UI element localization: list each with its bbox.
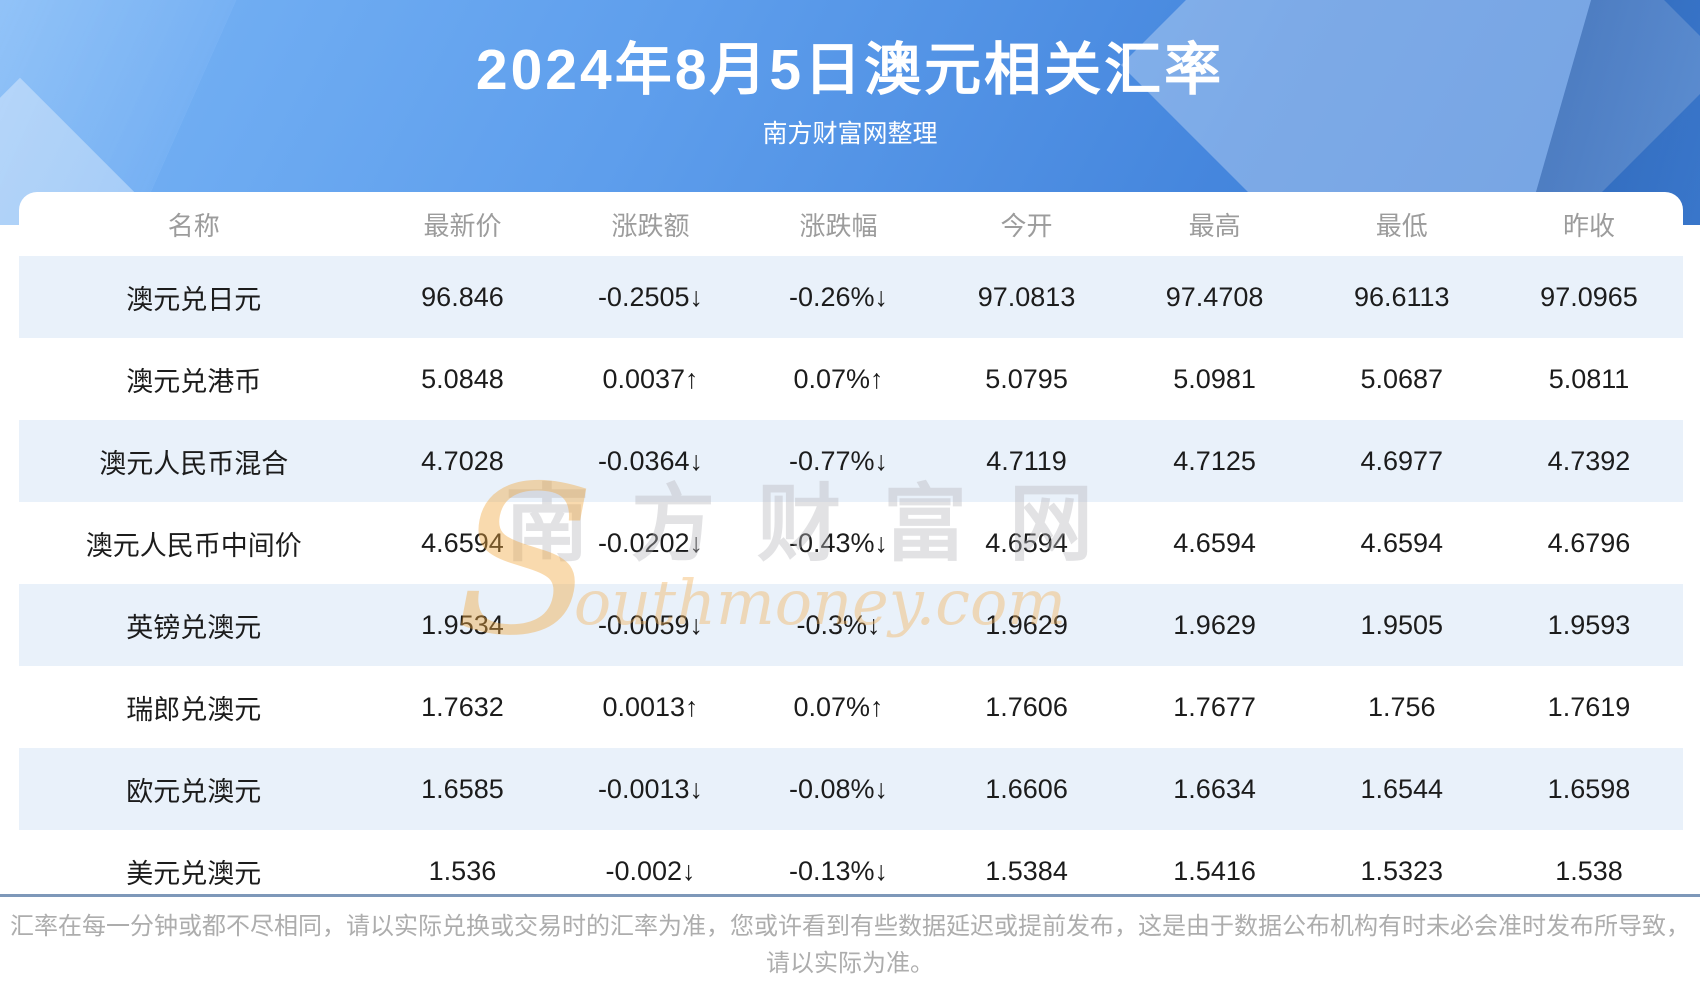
- footer-note: 汇率在每一分钟或都不尽相同，请以实际兑换或交易时的汇率为准，您或许看到有些数据延…: [0, 908, 1700, 982]
- cell-low: 1.756: [1367, 691, 1436, 722]
- rates-table: 名称 最新价 涨跌额 涨跌幅 今开 最高 最低 昨收 澳元兑日元 96.846 …: [19, 192, 1683, 912]
- footer-divider: [0, 894, 1700, 897]
- cell-change-amount: -0.2505↓: [597, 281, 704, 312]
- cell-pair-name: 澳元兑港币: [126, 366, 262, 397]
- cell-change-percent: -0.26%↓: [788, 281, 889, 312]
- cell-prev-close: 1.6598: [1547, 773, 1631, 804]
- table-row: 欧元兑澳元 1.6585 -0.0013↓ -0.08%↓ 1.6606 1.6…: [19, 748, 1683, 830]
- cell-change-amount: 0.0037↑: [602, 363, 699, 394]
- cell-high: 4.6594: [1173, 527, 1256, 558]
- cell-open: 1.6606: [985, 773, 1068, 804]
- cell-high: 97.4708: [1165, 281, 1264, 312]
- cell-high: 4.7125: [1173, 445, 1256, 476]
- table-row: 澳元兑日元 96.846 -0.2505↓ -0.26%↓ 97.0813 97…: [19, 256, 1683, 338]
- cell-open: 4.7119: [986, 445, 1067, 476]
- cell-change-amount: -0.0013↓: [597, 773, 704, 804]
- column-header-name: 名称: [167, 210, 220, 241]
- column-header-change: 涨跌额: [611, 210, 690, 241]
- table-row: 澳元人民币混合 4.7028 -0.0364↓ -0.77%↓ 4.7119 4…: [19, 420, 1683, 502]
- cell-change-percent: 0.07%↑: [793, 363, 884, 394]
- cell-latest-price: 1.6585: [421, 773, 504, 804]
- column-header-open: 今开: [1000, 210, 1053, 241]
- cell-prev-close: 1.9593: [1547, 609, 1631, 640]
- cell-low: 5.0687: [1360, 363, 1444, 394]
- cell-change-percent: -0.77%↓: [788, 445, 889, 476]
- cell-change-percent: -0.13%↓: [788, 855, 889, 886]
- table-row: 美元兑澳元 1.536 -0.002↓ -0.13%↓ 1.5384 1.541…: [19, 830, 1683, 912]
- cell-open: 1.5384: [985, 855, 1068, 886]
- cell-pair-name: 英镑兑澳元: [126, 612, 262, 643]
- cell-pair-name: 瑞郎兑澳元: [126, 694, 262, 725]
- cell-open: 4.6594: [985, 527, 1068, 558]
- rates-card: 名称 最新价 涨跌额 涨跌幅 今开 最高 最低 昨收 澳元兑日元 96.846 …: [19, 192, 1683, 894]
- cell-high: 1.9629: [1173, 609, 1256, 640]
- cell-latest-price: 4.6594: [421, 527, 504, 558]
- cell-latest-price: 1.7632: [421, 691, 504, 722]
- footer-note-line1: 汇率在每一分钟或都不尽相同，请以实际兑换或交易时的汇率为准，您或许看到有些数据延…: [10, 913, 1690, 940]
- cell-latest-price: 96.846: [421, 281, 504, 312]
- header-banner: 2024年8月5日澳元相关汇率 南方财富网整理: [0, 0, 1700, 225]
- cell-change-percent: -0.3%↓: [796, 609, 881, 640]
- page-subtitle: 南方财富网整理: [762, 120, 938, 148]
- column-header-latest: 最新价: [423, 210, 502, 241]
- cell-open: 5.0795: [985, 363, 1068, 394]
- cell-high: 5.0981: [1173, 363, 1256, 394]
- rates-table-body: 澳元兑日元 96.846 -0.2505↓ -0.26%↓ 97.0813 97…: [19, 256, 1683, 912]
- cell-pair-name: 澳元人民币中间价: [85, 530, 302, 561]
- cell-pair-name: 澳元人民币混合: [99, 448, 289, 479]
- cell-prev-close: 5.0811: [1548, 363, 1630, 394]
- cell-open: 97.0813: [977, 281, 1076, 312]
- table-row: 英镑兑澳元 1.9534 -0.0059↓ -0.3%↓ 1.9629 1.96…: [19, 584, 1683, 666]
- cell-change-amount: -0.0364↓: [597, 445, 704, 476]
- cell-prev-close: 4.6796: [1547, 527, 1631, 558]
- cell-prev-close: 1.7619: [1547, 691, 1631, 722]
- rates-table-header: 名称 最新价 涨跌额 涨跌幅 今开 最高 最低 昨收: [19, 192, 1683, 256]
- table-row: 澳元人民币中间价 4.6594 -0.0202↓ -0.43%↓ 4.6594 …: [19, 502, 1683, 584]
- cell-low: 4.6977: [1360, 445, 1444, 476]
- cell-prev-close: 4.7392: [1547, 445, 1631, 476]
- cell-latest-price: 1.9534: [421, 609, 504, 640]
- cell-high: 1.7677: [1173, 691, 1256, 722]
- cell-change-amount: -0.0059↓: [597, 609, 704, 640]
- cell-pair-name: 欧元兑澳元: [126, 776, 262, 807]
- cell-change-percent: -0.08%↓: [788, 773, 889, 804]
- cell-open: 1.7606: [985, 691, 1068, 722]
- cell-low: 96.6113: [1353, 281, 1450, 312]
- cell-change-amount: -0.002↓: [605, 855, 696, 886]
- cell-low: 1.6544: [1360, 773, 1444, 804]
- cell-pair-name: 澳元兑日元: [126, 284, 262, 315]
- table-row: 瑞郎兑澳元 1.7632 0.0013↑ 0.07%↑ 1.7606 1.767…: [19, 666, 1683, 748]
- cell-prev-close: 1.538: [1555, 855, 1623, 886]
- column-header-low: 最低: [1375, 210, 1428, 241]
- cell-latest-price: 1.536: [428, 855, 497, 886]
- column-header-change-pct: 涨跌幅: [799, 210, 878, 241]
- cell-latest-price: 4.7028: [421, 445, 504, 476]
- footer-note-line2: 请以实际为准。: [766, 950, 934, 977]
- cell-low: 1.5323: [1360, 855, 1444, 886]
- cell-high: 1.5416: [1173, 855, 1256, 886]
- cell-low: 4.6594: [1360, 527, 1444, 558]
- cell-low: 1.9505: [1360, 609, 1444, 640]
- column-header-high: 最高: [1188, 210, 1241, 241]
- table-row: 澳元兑港币 5.0848 0.0037↑ 0.07%↑ 5.0795 5.098…: [19, 338, 1683, 420]
- cell-latest-price: 5.0848: [421, 363, 504, 394]
- page-title: 2024年8月5日澳元相关汇率: [475, 38, 1225, 102]
- cell-change-amount: -0.0202↓: [597, 527, 704, 558]
- cell-pair-name: 美元兑澳元: [126, 858, 262, 889]
- cell-change-percent: 0.07%↑: [793, 691, 884, 722]
- cell-change-amount: 0.0013↑: [602, 691, 699, 722]
- cell-change-percent: -0.43%↓: [788, 527, 889, 558]
- cell-high: 1.6634: [1173, 773, 1256, 804]
- column-header-prev-close: 昨收: [1562, 210, 1615, 241]
- cell-open: 1.9629: [985, 609, 1068, 640]
- cell-prev-close: 97.0965: [1540, 281, 1638, 312]
